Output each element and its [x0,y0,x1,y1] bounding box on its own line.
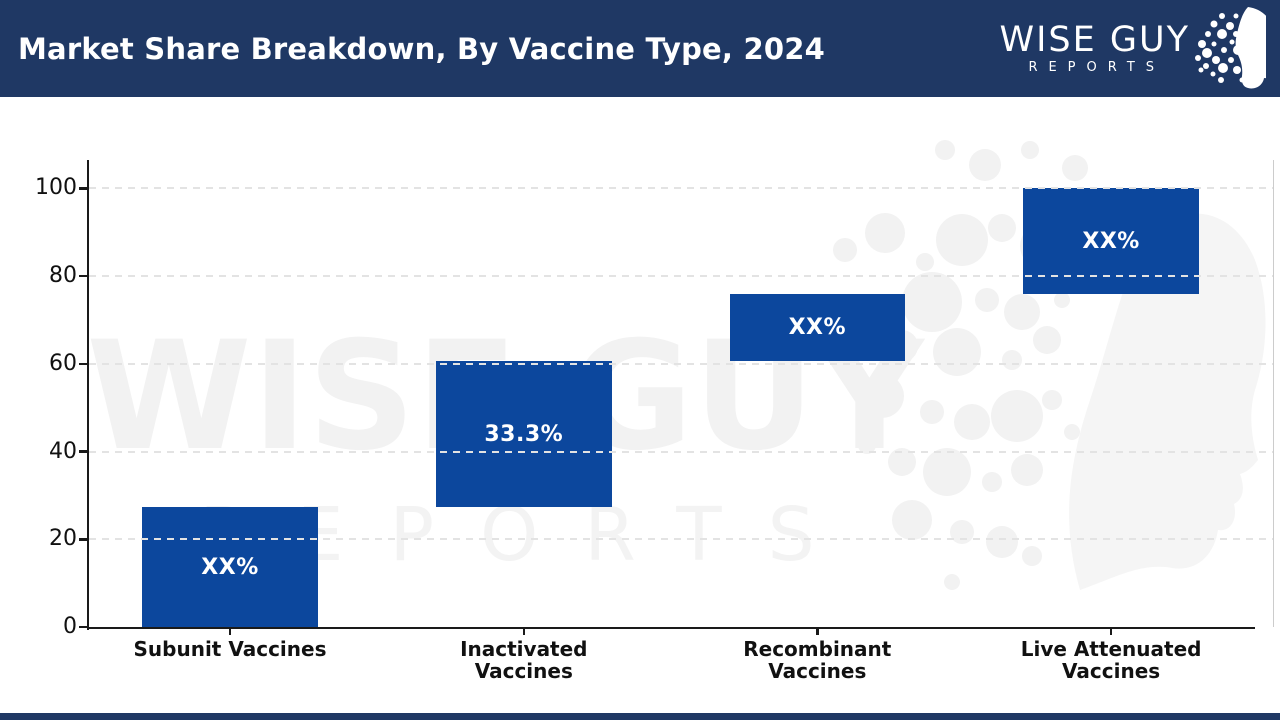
y-axis-tick-label-40: 40 [49,438,77,464]
category-label-1: Subunit Vaccines [80,637,380,661]
logo-face-icon [1195,6,1266,88]
category-label-line: Recombinant [743,637,892,661]
page-title: Market Share Breakdown, By Vaccine Type,… [18,31,825,66]
gridline-y-20 [89,538,1273,541]
y-axis-tick-80 [79,274,88,278]
gridline-y-40 [89,450,1273,453]
wise-guy-reports-logo: WISE GUY REPORTS [999,6,1266,92]
y-axis-tick-40 [79,450,88,453]
category-label-2: Inactivated Vaccines [374,637,674,683]
right-plot-border [1273,160,1275,627]
bar-value-label: XX% [201,554,259,580]
y-axis-tick-20 [79,538,88,541]
category-label-line: Vaccines [768,658,867,683]
y-axis-tick-100 [79,187,88,190]
category-label-line: Vaccines [474,658,573,683]
y-axis-tick-60 [79,362,88,366]
bar-value-label: 33.3% [484,421,564,447]
footer-accent-bar [0,713,1280,720]
waterfall-bar-2: 33.3% [436,361,612,508]
x-axis-line [86,626,1255,629]
header-bar: Market Share Breakdown, By Vaccine Type,… [0,0,1280,97]
gridline-y-100 [89,187,1273,190]
waterfall-bar-3: XX% [729,293,906,362]
x-axis-tick-4 [1109,627,1113,635]
gridline-y-60 [89,362,1273,365]
bar-value-label: XX% [788,314,847,340]
category-label-line: Vaccines [1062,658,1161,683]
category-label-4: Live Attenuated Vaccines [961,637,1261,683]
y-axis-tick-label-0: 0 [63,614,77,639]
y-axis-tick-label-20: 20 [49,526,77,552]
gridline-y-80 [89,275,1273,278]
category-label-line: Subunit Vaccines [133,637,327,661]
waterfall-bar-4: XX% [1023,188,1199,294]
y-axis-tick-label-100: 100 [35,175,77,201]
waterfall-bar-1: XX% [142,507,318,627]
y-axis-tick-label-60: 60 [49,350,77,376]
logo-brand-subtitle: REPORTS [1028,59,1166,75]
y-axis-tick-0 [79,625,88,629]
logo-brand-name: WISE GUY [999,19,1190,60]
x-axis-tick-3 [816,627,819,635]
category-label-line: Inactivated [460,637,588,661]
category-label-3: Recombinant Vaccines [667,637,967,683]
y-axis-tick-label-80: 80 [49,263,77,289]
category-label-line: Live Attenuated [1020,637,1202,661]
y-axis-line [86,160,89,630]
x-axis-tick-1 [228,627,232,635]
logo-text: WISE GUY REPORTS [999,22,1190,76]
x-axis-tick-2 [522,627,526,635]
bar-value-label: XX% [1082,228,1140,254]
